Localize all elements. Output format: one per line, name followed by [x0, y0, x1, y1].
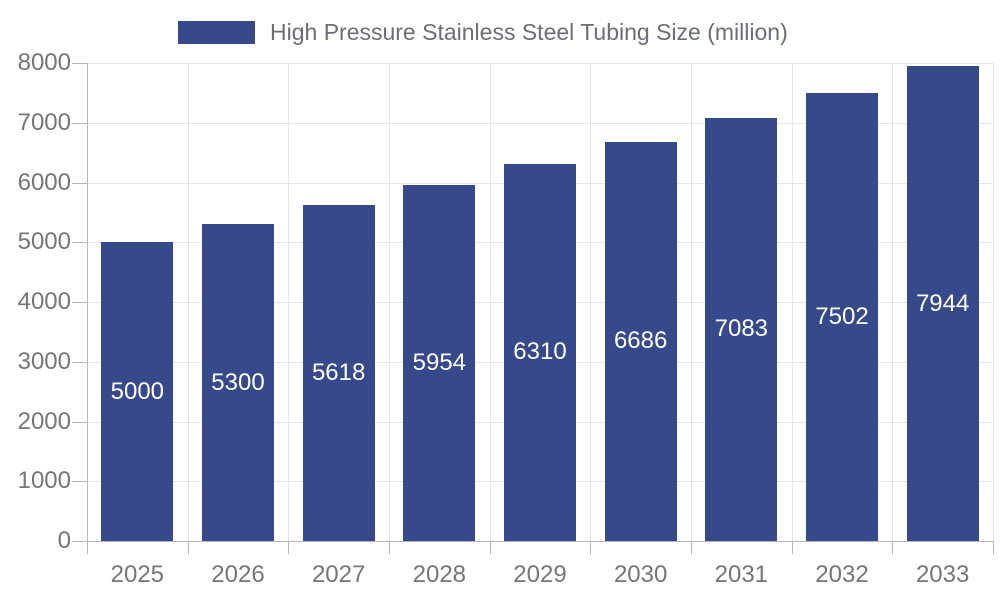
y-axis-tick [72, 481, 87, 483]
y-axis-label: 1000 [17, 467, 71, 495]
x-axis-label: 2027 [311, 561, 366, 588]
bar-value-label: 7083 [714, 315, 769, 343]
x-gridline [489, 63, 491, 541]
x-axis-label: 2030 [613, 561, 668, 588]
y-axis-tick [72, 182, 87, 184]
x-axis-tick [187, 541, 189, 554]
x-axis-label: 2032 [815, 561, 869, 588]
bar-2025[interactable]: 5000 [101, 242, 174, 541]
x-gridline [892, 63, 894, 541]
bar-2031[interactable]: 7083 [705, 117, 778, 541]
y-axis-label: 2000 [17, 407, 71, 435]
y-axis-label: 8000 [17, 49, 71, 76]
x-axis-label: 2033 [915, 561, 970, 588]
bar-value-label: 5618 [311, 359, 366, 387]
x-axis-tick [892, 541, 894, 554]
y-axis-tick [72, 63, 87, 64]
y-gridline [87, 122, 993, 124]
x-axis-label: 2026 [211, 561, 265, 588]
bar-value-label: 7944 [915, 289, 970, 317]
x-axis-tick [288, 541, 290, 554]
y-axis-label: 0 [57, 527, 71, 554]
bar-2032[interactable]: 7502 [806, 92, 878, 541]
legend-label: High Pressure Stainless Steel Tubing Siz… [270, 19, 788, 45]
x-axis-tick [389, 541, 390, 554]
x-gridline [791, 63, 793, 541]
y-axis-label: 4000 [17, 288, 71, 315]
y-axis-tick [72, 302, 87, 303]
bar-value-label: 7502 [815, 302, 869, 330]
y-axis-label: 3000 [17, 347, 71, 375]
bar-2026[interactable]: 5300 [202, 224, 274, 541]
x-axis-label: 2028 [412, 561, 467, 588]
y-axis-tick [72, 421, 87, 423]
bar-value-label: 6686 [613, 327, 668, 355]
x-gridline [288, 63, 290, 541]
x-axis-label: 2025 [110, 561, 165, 588]
y-axis-tick [72, 122, 87, 124]
y-axis-label: 6000 [17, 168, 71, 196]
bar-2028[interactable]: 5954 [403, 185, 476, 541]
y-gridline [87, 63, 993, 64]
x-gridline [691, 63, 692, 541]
bar-2029[interactable]: 6310 [504, 163, 576, 541]
x-axis-label: 2029 [513, 561, 567, 588]
bar-value-label: 5000 [110, 377, 165, 405]
y-axis-tick [72, 361, 87, 363]
y-axis-tick [72, 541, 87, 542]
y-axis-label: 7000 [17, 108, 71, 136]
x-axis-tick [691, 541, 692, 554]
x-axis-tick [791, 541, 793, 554]
bar-value-label: 5300 [211, 368, 265, 396]
bar-value-label: 5954 [412, 349, 467, 377]
y-axis-line [87, 63, 88, 554]
x-axis-tick [489, 541, 491, 554]
bar-2027[interactable]: 5618 [302, 205, 375, 541]
legend-swatch [178, 21, 255, 44]
y-axis-tick [72, 242, 87, 244]
x-gridline [993, 63, 994, 541]
x-gridline [389, 63, 390, 541]
x-gridline [187, 63, 189, 541]
chart-legend[interactable]: High Pressure Stainless Steel Tubing Siz… [178, 19, 788, 46]
x-gridline [590, 63, 592, 541]
x-axis-line [87, 541, 993, 542]
x-axis-label: 2031 [714, 561, 769, 588]
bar-2030[interactable]: 6686 [604, 141, 677, 541]
x-axis-tick [590, 541, 592, 554]
y-axis-label: 5000 [17, 228, 71, 256]
bar-2033[interactable]: 7944 [906, 66, 979, 541]
x-axis-tick [993, 541, 994, 554]
bar-value-label: 6310 [513, 338, 567, 366]
